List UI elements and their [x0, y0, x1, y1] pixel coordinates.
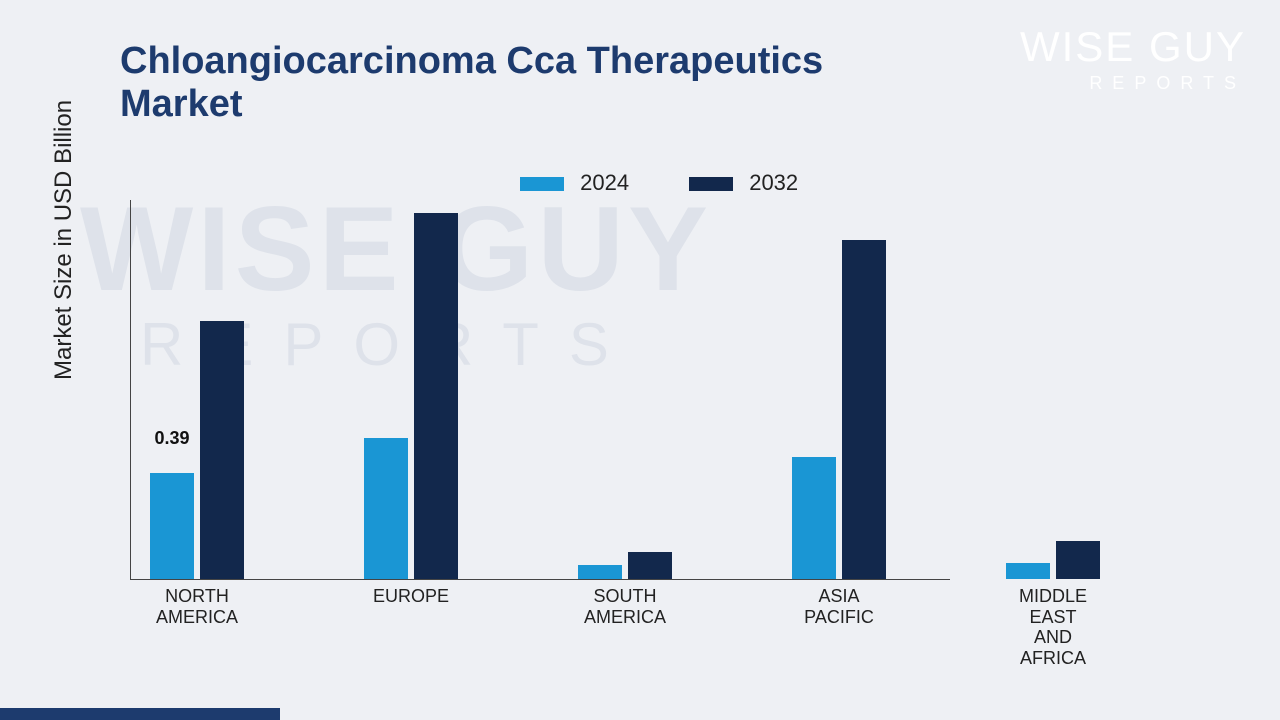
bar-chart: NORTHAMERICA EUROPE SOUTHAMERICA ASIAPACIFI… [130, 200, 950, 580]
bar [1006, 563, 1050, 579]
brand-logo-sub: REPORTS [1020, 74, 1246, 92]
chart-canvas: WISE GUY REPORTS WISE GUY REPORTS Chloan… [0, 0, 1280, 720]
bar [792, 457, 836, 579]
bar-group: MIDDLEEASTANDAFRICA [1006, 200, 1100, 580]
category-label: SOUTHAMERICA [555, 586, 695, 627]
bar [842, 240, 886, 579]
bar-group: NORTHAMERICA [150, 200, 244, 580]
bar-group: ASIAPACIFIC [792, 200, 886, 580]
bar [414, 213, 458, 579]
y-axis [130, 200, 131, 580]
bottom-accent-bar [0, 708, 280, 720]
category-label: MIDDLEEASTANDAFRICA [983, 586, 1123, 669]
brand-logo: WISE GUY REPORTS [1020, 26, 1246, 92]
y-axis-label: Market Size in USD Billion [50, 100, 78, 380]
legend-item-2032: 2032 [689, 170, 798, 196]
brand-logo-main: WISE GUY [1020, 26, 1246, 68]
bar [1056, 541, 1100, 579]
category-label: EUROPE [341, 586, 481, 607]
bar [628, 552, 672, 579]
legend-label-2032: 2032 [749, 170, 798, 195]
legend-item-2024: 2024 [520, 170, 629, 196]
bar [150, 473, 194, 579]
bar-group: EUROPE [364, 200, 458, 580]
legend-label-2024: 2024 [580, 170, 629, 195]
category-label: ASIAPACIFIC [769, 586, 909, 627]
bar-value-label: 0.39 [154, 428, 189, 449]
bar [578, 565, 622, 579]
chart-title: Chloangiocarcinoma Cca Therapeutics Mark… [120, 40, 920, 126]
legend-swatch-2024 [520, 177, 564, 191]
legend: 2024 2032 [520, 170, 798, 196]
category-label: NORTHAMERICA [127, 586, 267, 627]
bar [200, 321, 244, 579]
legend-swatch-2032 [689, 177, 733, 191]
bar-group: SOUTHAMERICA [578, 200, 672, 580]
bar [364, 438, 408, 579]
